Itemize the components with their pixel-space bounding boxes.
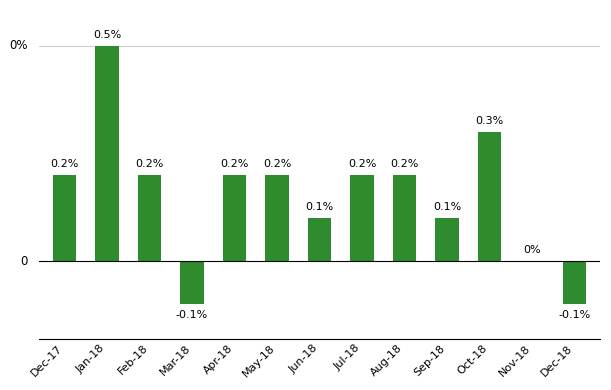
Bar [350,175,374,261]
Text: 0.5%: 0.5% [93,30,121,40]
Text: 0%: 0% [9,39,28,52]
Text: 0.2%: 0.2% [50,159,79,169]
Text: 0.1%: 0.1% [306,202,334,213]
Bar [53,175,76,261]
Bar [393,175,416,261]
Text: 0%: 0% [523,245,541,255]
Text: 0.2%: 0.2% [390,159,419,169]
Text: 0.2%: 0.2% [221,159,249,169]
Text: -0.1%: -0.1% [176,310,208,320]
Text: 0.2%: 0.2% [136,159,164,169]
Bar [95,46,119,261]
Bar [223,175,246,261]
Text: 0.2%: 0.2% [348,159,376,169]
Bar [265,175,288,261]
Bar [308,218,331,261]
Text: -0.1%: -0.1% [558,310,590,320]
Text: 0: 0 [21,255,28,268]
Bar [180,261,203,304]
Bar [563,261,586,304]
Bar [435,218,459,261]
Text: 0.2%: 0.2% [263,159,291,169]
Bar [478,132,501,261]
Bar [138,175,161,261]
Text: 0.3%: 0.3% [475,116,503,126]
Text: 0.1%: 0.1% [433,202,461,213]
